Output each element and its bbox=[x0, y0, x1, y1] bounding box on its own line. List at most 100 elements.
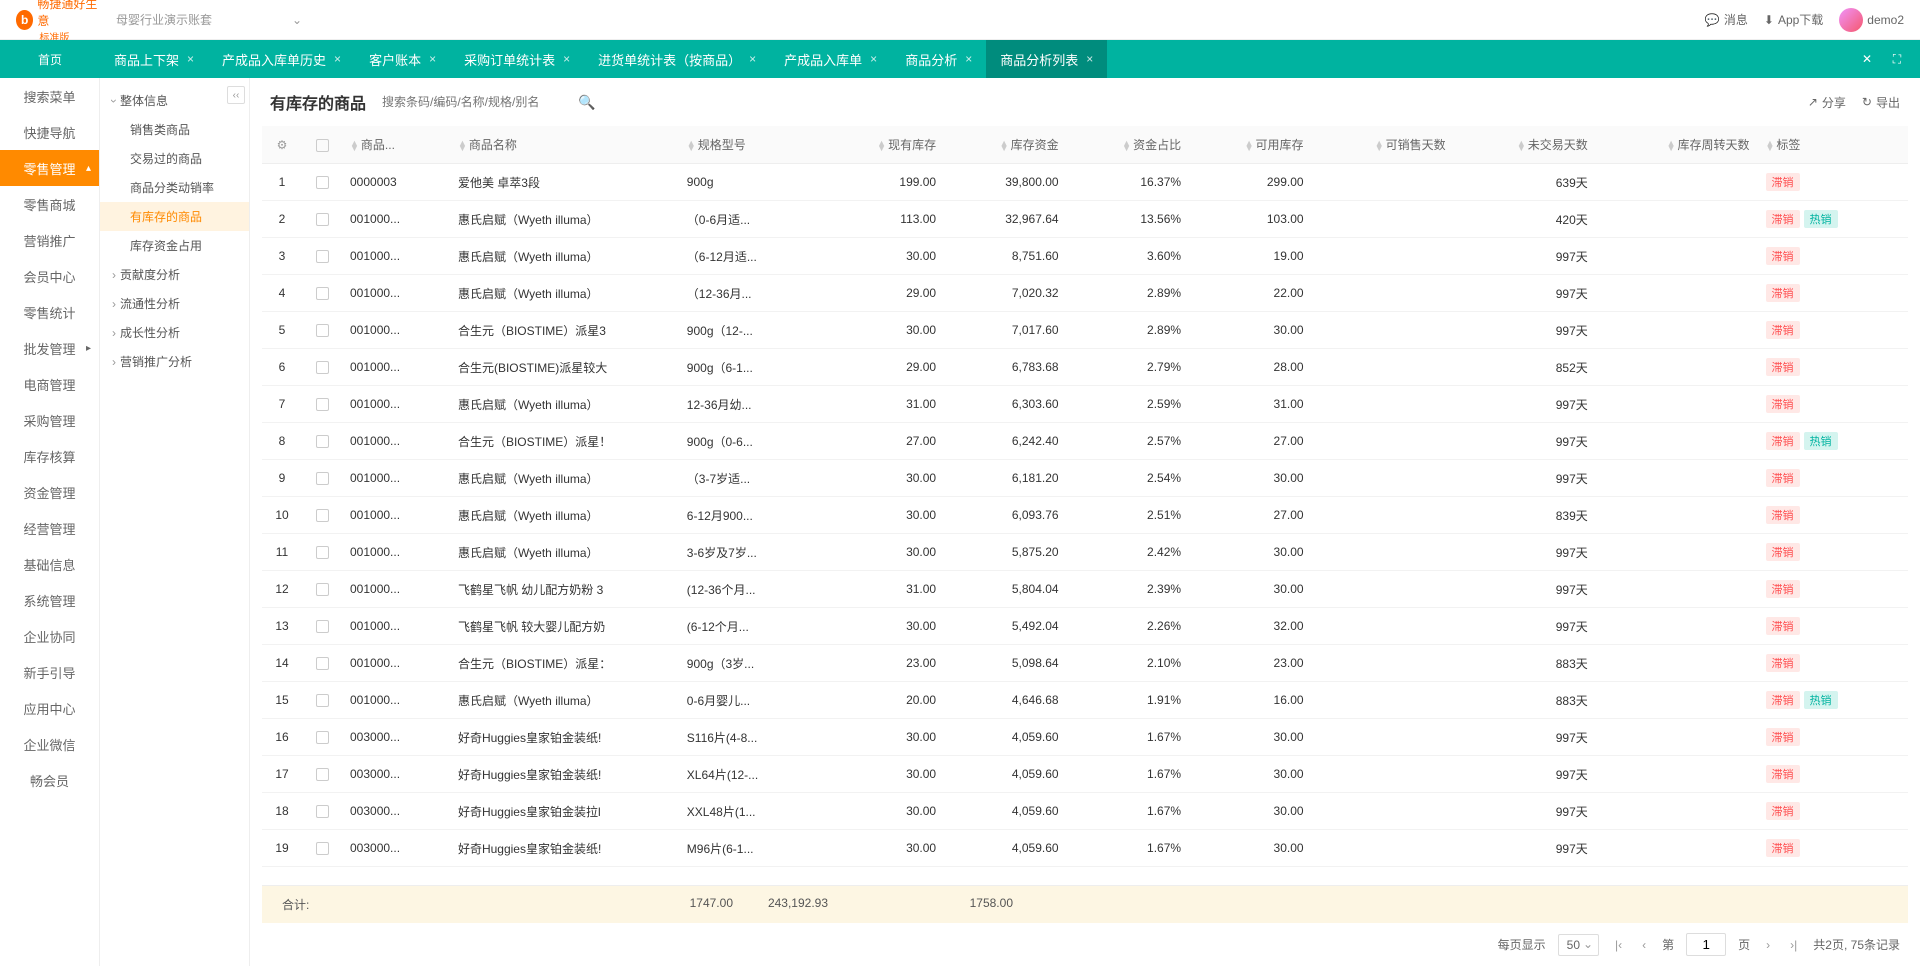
last-page-button[interactable]: ›| bbox=[1786, 938, 1801, 952]
row-checkbox[interactable] bbox=[316, 250, 329, 263]
tab-close-icon[interactable]: × bbox=[334, 52, 341, 66]
table-row[interactable]: 4001000...惠氏启赋（Wyeth illuma）（12-36月...29… bbox=[262, 275, 1908, 312]
select-all-checkbox[interactable] bbox=[316, 139, 329, 152]
gear-icon[interactable]: ⚙ bbox=[277, 138, 288, 152]
table-row[interactable]: 17003000...好奇Huggies皇家铂金装纸!XL64片(12-...3… bbox=[262, 756, 1908, 793]
user-menu[interactable]: demo2 bbox=[1839, 8, 1904, 32]
logo[interactable]: b 畅捷通好生意 标准版 bbox=[16, 0, 100, 44]
tree-item[interactable]: 有库存的商品 bbox=[100, 202, 249, 231]
column-header[interactable]: ▲▼资金占比 bbox=[1067, 126, 1189, 164]
nav-item[interactable]: 经营管理 bbox=[0, 510, 99, 546]
tab-close-icon[interactable]: × bbox=[429, 52, 436, 66]
table-row[interactable]: 7001000...惠氏启赋（Wyeth illuma）12-36月幼...31… bbox=[262, 386, 1908, 423]
table-row[interactable]: 9001000...惠氏启赋（Wyeth illuma）（3-7岁适...30.… bbox=[262, 460, 1908, 497]
fullscreen-button[interactable]: ⛶ bbox=[1886, 48, 1908, 70]
nav-item[interactable]: 批发管理▸ bbox=[0, 330, 99, 366]
row-checkbox[interactable] bbox=[316, 583, 329, 596]
table-row[interactable]: 3001000...惠氏启赋（Wyeth illuma）（6-12月适...30… bbox=[262, 238, 1908, 275]
nav-item[interactable]: 采购管理 bbox=[0, 402, 99, 438]
tree-item[interactable]: 销售类商品 bbox=[100, 115, 249, 144]
collapse-sidebar-button[interactable]: ‹‹ bbox=[227, 86, 245, 104]
next-page-button[interactable]: › bbox=[1762, 938, 1774, 952]
row-checkbox[interactable] bbox=[316, 805, 329, 818]
row-checkbox[interactable] bbox=[316, 546, 329, 559]
nav-item[interactable]: 会员中心 bbox=[0, 258, 99, 294]
tree-item[interactable]: 商品分类动销率 bbox=[100, 173, 249, 202]
table-row[interactable]: 6001000...合生元(BIOSTIME)派星较大900g（6-1...29… bbox=[262, 349, 1908, 386]
search-icon[interactable]: 🔍 bbox=[578, 94, 595, 111]
tab[interactable]: 采购订单统计表× bbox=[450, 40, 584, 78]
column-header[interactable]: ⚙ bbox=[262, 126, 302, 164]
tab-close-icon[interactable]: × bbox=[187, 52, 194, 66]
tab[interactable]: 产成品入库单历史× bbox=[208, 40, 355, 78]
table-row[interactable]: 14001000...合生元（BIOSTIME）派星：900g（3岁...23.… bbox=[262, 645, 1908, 682]
app-download-button[interactable]: ⬇ App下载 bbox=[1764, 11, 1823, 28]
row-checkbox[interactable] bbox=[316, 731, 329, 744]
nav-item[interactable]: 营销推广 bbox=[0, 222, 99, 258]
row-checkbox[interactable] bbox=[316, 694, 329, 707]
row-checkbox[interactable] bbox=[316, 435, 329, 448]
column-header[interactable]: ▲▼可销售天数 bbox=[1312, 126, 1454, 164]
table-row[interactable]: 13001000...飞鹤星飞帆 较大婴儿配方奶(6-12个月...30.005… bbox=[262, 608, 1908, 645]
nav-item[interactable]: 企业微信 bbox=[0, 726, 99, 762]
column-header[interactable] bbox=[302, 126, 342, 164]
tab-home[interactable]: 首页 bbox=[0, 40, 100, 78]
nav-item[interactable]: 零售管理▴ bbox=[0, 150, 99, 186]
tab-close-icon[interactable]: × bbox=[965, 52, 972, 66]
row-checkbox[interactable] bbox=[316, 657, 329, 670]
row-checkbox[interactable] bbox=[316, 287, 329, 300]
row-checkbox[interactable] bbox=[316, 509, 329, 522]
share-button[interactable]: ↗ 分享 bbox=[1808, 94, 1846, 111]
table-row[interactable]: 10001000...惠氏启赋（Wyeth illuma）6-12月900...… bbox=[262, 497, 1908, 534]
column-header[interactable]: ▲▼规格型号 bbox=[679, 126, 822, 164]
page-input[interactable] bbox=[1686, 933, 1726, 956]
table-row[interactable]: 11001000...惠氏启赋（Wyeth illuma）3-6岁及7岁...3… bbox=[262, 534, 1908, 571]
tab-close-icon[interactable]: × bbox=[870, 52, 877, 66]
nav-item[interactable]: 企业协同 bbox=[0, 618, 99, 654]
tab-close-icon[interactable]: × bbox=[1086, 52, 1093, 66]
tree-item[interactable]: 交易过的商品 bbox=[100, 144, 249, 173]
tree-item[interactable]: 营销推广分析 bbox=[100, 347, 249, 376]
row-checkbox[interactable] bbox=[316, 324, 329, 337]
messages-button[interactable]: 💬 消息 bbox=[1705, 11, 1748, 28]
prev-page-button[interactable]: ‹ bbox=[1638, 938, 1650, 952]
table-row[interactable]: 8001000...合生元（BIOSTIME）派星！900g（0-6...27.… bbox=[262, 423, 1908, 460]
table-row[interactable]: 19003000...好奇Huggies皇家铂金装纸!M96片(6-1...30… bbox=[262, 830, 1908, 867]
row-checkbox[interactable] bbox=[316, 213, 329, 226]
column-header[interactable]: ▲▼标签 bbox=[1758, 126, 1909, 164]
account-dropdown[interactable]: 母婴行业演示账套 ⌄ bbox=[116, 11, 302, 28]
nav-item[interactable]: 零售统计 bbox=[0, 294, 99, 330]
nav-item[interactable]: 应用中心 bbox=[0, 690, 99, 726]
tab[interactable]: 进货单统计表（按商品）× bbox=[584, 40, 770, 78]
table-row[interactable]: 10000003爱他美 卓萃3段900g199.0039,800.0016.37… bbox=[262, 164, 1908, 201]
tree-item[interactable]: 成长性分析 bbox=[100, 318, 249, 347]
row-checkbox[interactable] bbox=[316, 768, 329, 781]
nav-item[interactable]: 畅会员 bbox=[0, 762, 99, 798]
table-row[interactable]: 12001000...飞鹤星飞帆 幼儿配方奶粉 3(12-36个月...31.0… bbox=[262, 571, 1908, 608]
column-header[interactable]: ▲▼现有库存 bbox=[822, 126, 944, 164]
per-page-select[interactable]: 50 bbox=[1558, 934, 1599, 956]
nav-item[interactable]: 系统管理 bbox=[0, 582, 99, 618]
nav-item[interactable]: 库存核算 bbox=[0, 438, 99, 474]
search-input[interactable] bbox=[382, 95, 562, 109]
close-all-tabs-button[interactable]: ✕ bbox=[1856, 48, 1878, 70]
table-row[interactable]: 15001000...惠氏启赋（Wyeth illuma）0-6月婴儿...20… bbox=[262, 682, 1908, 719]
column-header[interactable]: ▲▼商品名称 bbox=[450, 126, 679, 164]
tab[interactable]: 商品上下架× bbox=[100, 40, 208, 78]
first-page-button[interactable]: |‹ bbox=[1611, 938, 1626, 952]
column-header[interactable]: ▲▼商品... bbox=[342, 126, 450, 164]
column-header[interactable]: ▲▼未交易天数 bbox=[1454, 126, 1596, 164]
tab[interactable]: 商品分析× bbox=[891, 40, 986, 78]
table-row[interactable]: 18003000...好奇Huggies皇家铂金装拉lXXL48片(1...30… bbox=[262, 793, 1908, 830]
row-checkbox[interactable] bbox=[316, 842, 329, 855]
tab[interactable]: 产成品入库单× bbox=[770, 40, 891, 78]
table-row[interactable]: 16003000...好奇Huggies皇家铂金装纸!S116片(4-8...3… bbox=[262, 719, 1908, 756]
table-row[interactable]: 5001000...合生元（BIOSTIME）派星3900g（12-...30.… bbox=[262, 312, 1908, 349]
row-checkbox[interactable] bbox=[316, 472, 329, 485]
row-checkbox[interactable] bbox=[316, 620, 329, 633]
tab-close-icon[interactable]: × bbox=[749, 52, 756, 66]
nav-item[interactable]: 新手引导 bbox=[0, 654, 99, 690]
nav-item[interactable]: 搜索菜单 bbox=[0, 78, 99, 114]
export-button[interactable]: ↻ 导出 bbox=[1862, 94, 1900, 111]
column-header[interactable]: ▲▼库存资金 bbox=[944, 126, 1066, 164]
